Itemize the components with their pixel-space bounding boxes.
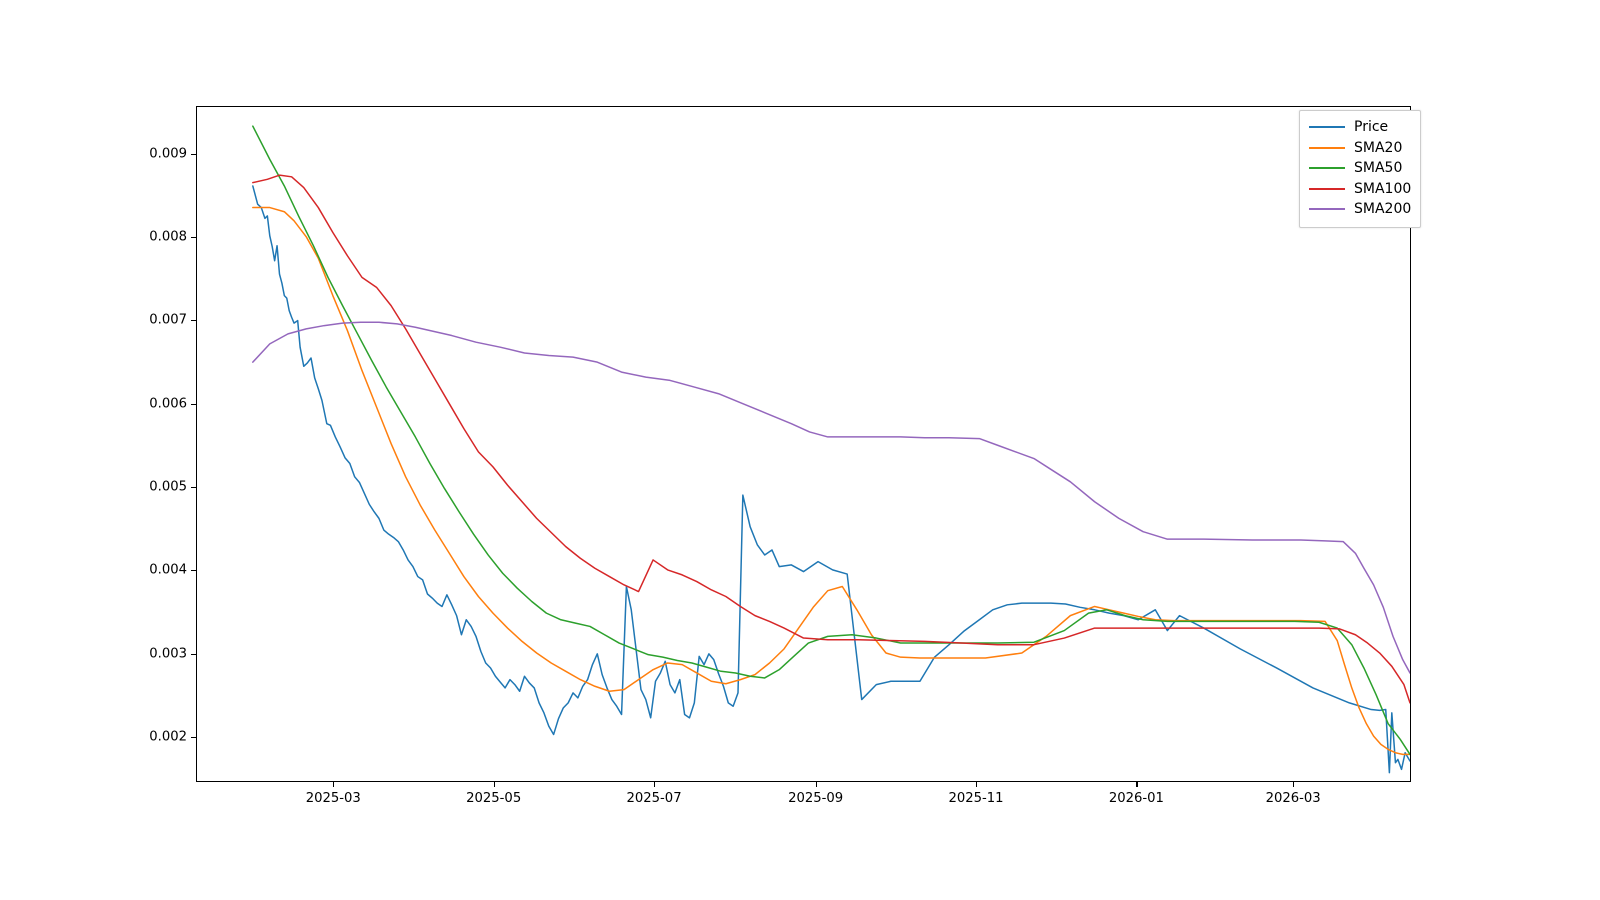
legend-item-sma20[interactable]: SMA20: [1309, 138, 1411, 159]
y-tick-label: 0.009: [149, 146, 187, 161]
legend-color-swatch: [1309, 126, 1345, 129]
x-tick-mark: [333, 782, 335, 787]
legend-label: SMA20: [1354, 139, 1403, 156]
series-line-sma200: [253, 322, 1410, 673]
chart-lines-svg: [197, 107, 1410, 781]
x-tick-label: 2026-01: [1108, 791, 1164, 806]
y-tick-label: 0.002: [149, 729, 187, 745]
x-tick-label: 2025-07: [626, 791, 682, 806]
x-tick-label: 2026-03: [1265, 791, 1321, 806]
x-tick-label: 2025-05: [466, 791, 522, 806]
legend-item-sma50[interactable]: SMA50: [1309, 158, 1411, 179]
x-tick-mark: [1136, 782, 1138, 787]
legend-color-swatch: [1309, 187, 1345, 190]
legend-color-swatch: [1309, 167, 1345, 170]
x-tick-mark: [654, 782, 656, 787]
x-tick-mark: [976, 782, 978, 787]
x-tick-mark: [815, 782, 817, 787]
legend-color-swatch: [1309, 208, 1345, 211]
series-line-sma20: [253, 208, 1410, 755]
x-tick-label: 2025-03: [305, 791, 361, 806]
y-tick-label: 0.004: [149, 562, 187, 578]
x-tick-label: 2025-11: [948, 791, 1004, 806]
legend-label: SMA50: [1354, 160, 1403, 177]
legend-color-swatch: [1309, 146, 1345, 149]
y-tick-label: 0.008: [149, 229, 187, 245]
chart-legend: Price SMA20 SMA50 SMA100 SMA200: [1299, 110, 1422, 228]
legend-item-price[interactable]: Price: [1309, 117, 1411, 138]
series-line-sma100: [253, 175, 1410, 703]
x-tick-mark: [493, 782, 495, 787]
legend-item-sma200[interactable]: SMA200: [1309, 199, 1411, 220]
y-tick-label: 0.005: [149, 479, 187, 495]
y-tick-label: 0.003: [149, 646, 187, 662]
series-line-price: [253, 186, 1410, 773]
y-tick-label: 0.006: [149, 396, 187, 412]
x-tick-mark: [1293, 782, 1295, 787]
legend-label: SMA100: [1354, 180, 1412, 197]
legend-label: Price: [1354, 119, 1389, 136]
y-tick-label: 0.007: [149, 312, 187, 328]
x-tick-label: 2025-09: [788, 791, 844, 806]
plot-area: [196, 106, 1411, 782]
legend-label: SMA200: [1354, 201, 1412, 218]
series-line-sma50: [253, 126, 1410, 754]
legend-item-sma100[interactable]: SMA100: [1309, 179, 1411, 200]
